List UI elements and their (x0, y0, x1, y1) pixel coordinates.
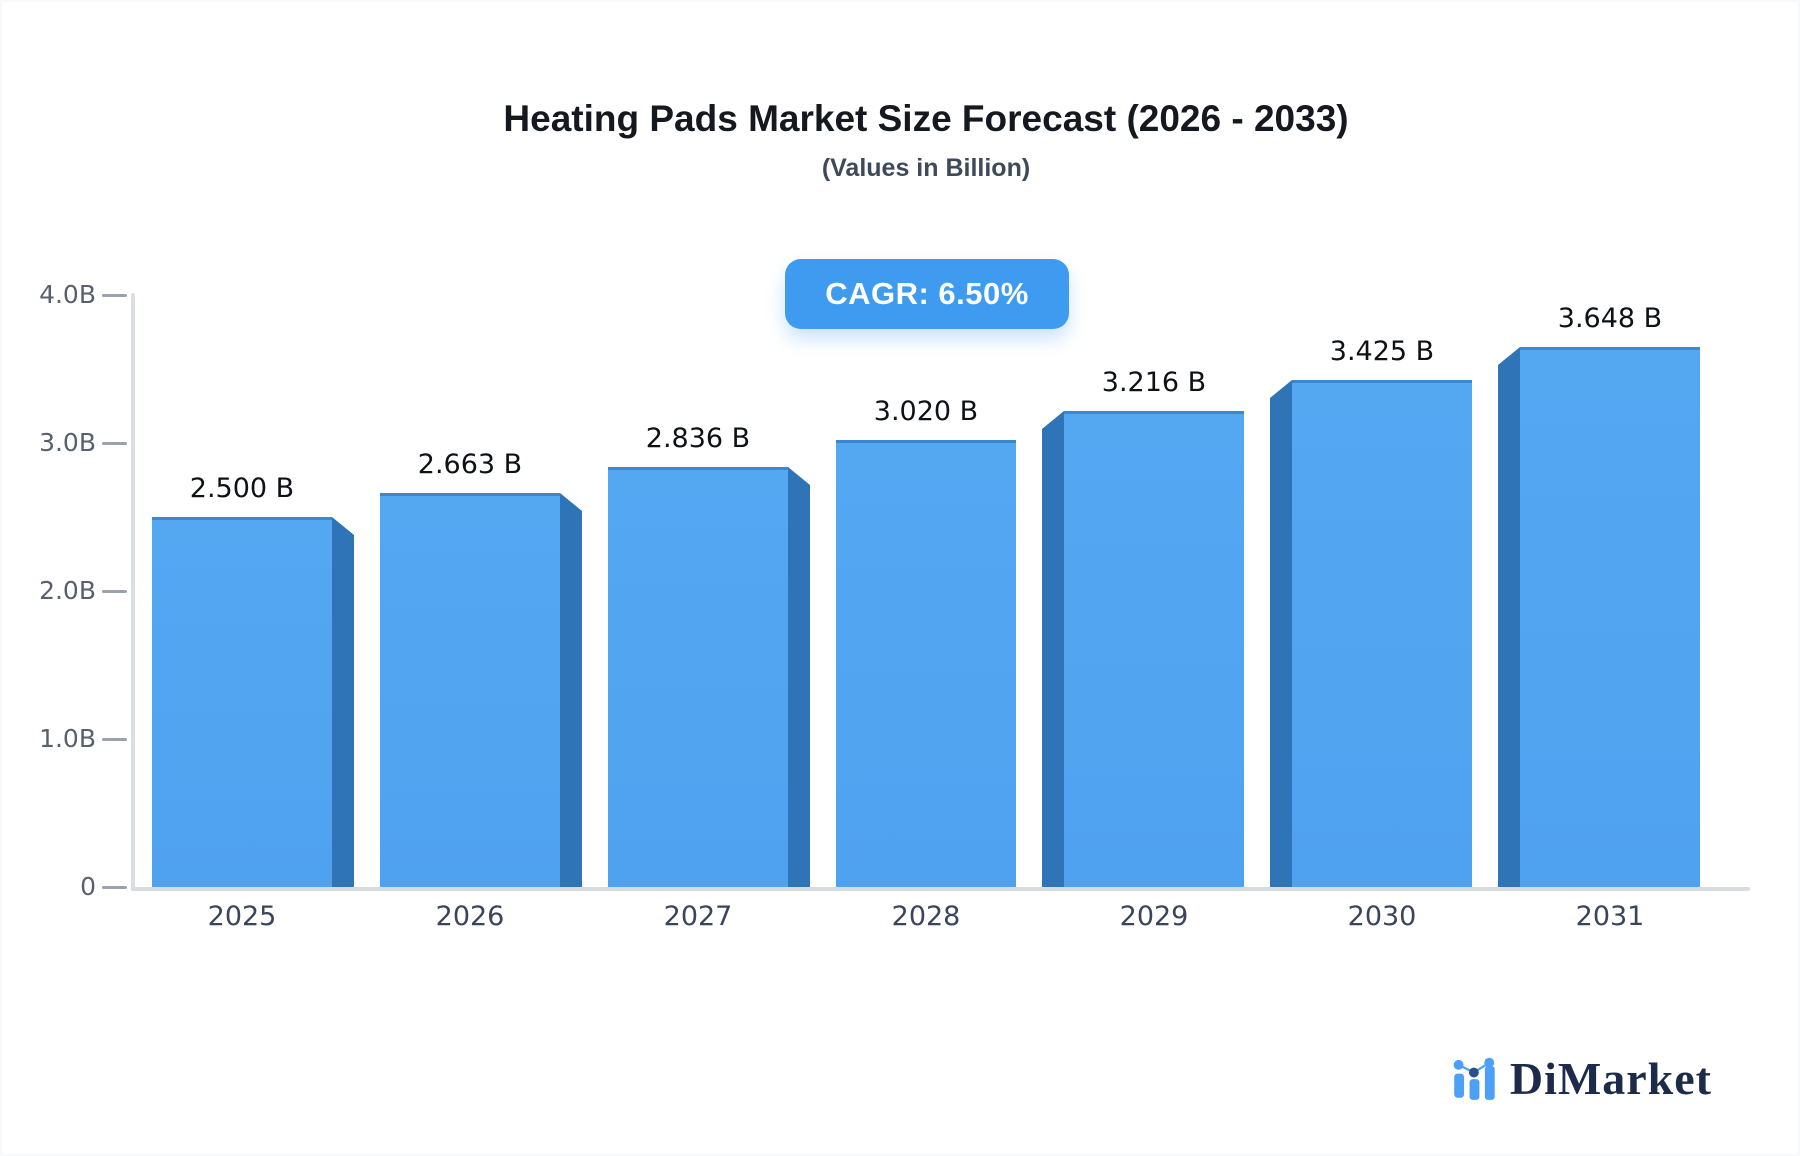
y-tick-label: 3.0B (39, 428, 96, 457)
bar-value-label: 2.500 B (189, 473, 295, 504)
bar-value-label: 2.836 B (645, 423, 751, 454)
y-tick-mark (102, 738, 127, 741)
y-tick-mark (102, 442, 127, 445)
y-tick-mark (102, 886, 127, 889)
y-tick-mark (102, 590, 127, 593)
chart-subtitle: (Values in Billion) (821, 154, 1031, 182)
y-tick-label: 4.0B (39, 280, 96, 309)
bar-2028 (836, 440, 1016, 887)
y-tick-label: 2.0B (39, 576, 96, 605)
cagr-badge: CAGR: 6.50% (785, 259, 1069, 329)
y-tick-label: 1.0B (39, 724, 96, 753)
chart-title: Heating Pads Market Size Forecast (2026 … (503, 98, 1349, 139)
bar-2025 (152, 517, 332, 887)
bar-3d-side (560, 493, 582, 887)
bar-2030 (1292, 380, 1472, 887)
bar-value-label: 3.425 B (1329, 336, 1435, 367)
bar-value-label: 3.020 B (873, 396, 979, 427)
bar-3d-side (1270, 380, 1292, 887)
brand-name: DiMarket (1509, 1052, 1712, 1104)
bar-value-label: 3.648 B (1557, 303, 1663, 334)
bar-2029 (1064, 411, 1244, 887)
bar-value-label: 3.216 B (1101, 367, 1207, 398)
y-tick-label: 0 (80, 872, 96, 901)
bar-chart-logo-icon (1453, 1057, 1495, 1100)
bar-value-label: 2.663 B (417, 449, 523, 480)
bar-2026 (380, 493, 560, 887)
bar-3d-side (788, 467, 810, 887)
x-tick-label: 2031 (1575, 901, 1645, 932)
bar-3d-side (1042, 411, 1064, 887)
x-tick-label: 2026 (435, 901, 505, 932)
x-tick-label: 2027 (663, 901, 733, 932)
bar-2027 (608, 467, 788, 887)
y-tick-mark (102, 294, 127, 297)
y-axis-line (131, 293, 135, 891)
brand-logo: DiMarket (1452, 1042, 1712, 1114)
x-tick-label: 2029 (1119, 901, 1189, 932)
x-tick-label: 2028 (891, 901, 961, 932)
bar-3d-side (332, 517, 354, 887)
bar-2031 (1520, 347, 1700, 887)
x-tick-label: 2030 (1347, 901, 1417, 932)
x-tick-label: 2025 (207, 901, 277, 932)
bar-3d-side (1498, 347, 1520, 887)
x-axis-line (131, 887, 1750, 891)
cagr-badge-label: CAGR: 6.50% (825, 276, 1029, 311)
